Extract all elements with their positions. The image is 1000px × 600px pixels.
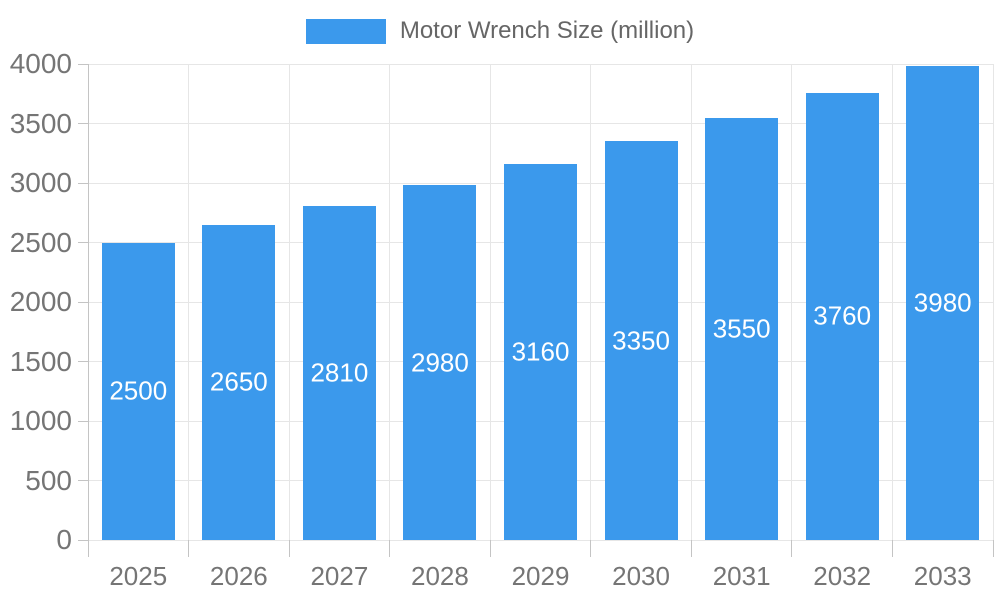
x-axis-label: 2030 — [612, 561, 670, 591]
x-axis-tick — [992, 540, 994, 557]
y-axis-label: 4000 — [9, 48, 72, 79]
v-gridline — [690, 64, 692, 540]
x-axis-label: 2025 — [109, 561, 168, 591]
y-axis-line — [87, 64, 89, 540]
y-axis-tick — [78, 480, 88, 481]
y-axis-tick — [78, 301, 88, 303]
y-axis-label: 1500 — [9, 345, 72, 377]
x-axis-label: 2031 — [712, 561, 771, 591]
bar-value-label: 3160 — [511, 336, 570, 367]
bar-value-label: 2810 — [310, 357, 369, 388]
bar-2027[interactable] — [302, 205, 376, 540]
bar-2030[interactable] — [604, 141, 678, 540]
v-gridline — [590, 64, 592, 540]
bar-2033[interactable] — [906, 66, 980, 540]
bar-2028[interactable] — [403, 185, 477, 540]
x-axis-label: 2026 — [209, 561, 268, 591]
y-axis-label: 2000 — [9, 286, 72, 317]
bar-2029[interactable] — [504, 163, 577, 540]
bar-value-label: 3350 — [612, 325, 670, 356]
x-axis-tick — [188, 540, 190, 557]
bar-2026[interactable] — [202, 224, 276, 540]
v-gridline — [389, 64, 391, 540]
y-axis-tick — [78, 361, 88, 362]
bar-value-label: 2500 — [109, 375, 168, 406]
bar-value-label: 3760 — [813, 300, 872, 331]
v-gridline — [891, 64, 893, 540]
y-axis-tick — [78, 123, 88, 124]
x-axis-tick — [288, 540, 290, 557]
y-axis-tick — [78, 539, 88, 541]
v-gridline — [188, 64, 190, 540]
y-axis-tick — [78, 63, 88, 65]
v-gridline — [288, 64, 290, 540]
y-axis-tick — [78, 420, 88, 422]
bar-value-label: 2980 — [411, 347, 469, 378]
y-axis-label: 2500 — [9, 226, 72, 258]
x-axis-label: 2032 — [813, 561, 872, 591]
y-axis-label: 1000 — [9, 405, 72, 436]
y-axis-tick — [78, 182, 88, 184]
legend-label: Motor Wrench Size (million) — [399, 17, 695, 44]
x-axis-label: 2029 — [511, 561, 570, 591]
y-axis-tick — [78, 242, 88, 243]
y-axis-label: 0 — [56, 524, 72, 555]
h-gridline — [88, 539, 993, 541]
x-axis-tick — [690, 540, 692, 557]
y-axis-label: 3500 — [9, 107, 72, 139]
v-gridline — [992, 64, 994, 540]
x-axis-tick — [489, 540, 491, 557]
x-axis-tick — [891, 540, 893, 557]
x-axis-tick — [791, 540, 793, 557]
x-axis-label: 2028 — [411, 561, 469, 591]
v-gridline — [791, 64, 793, 540]
bar-2031[interactable] — [705, 117, 779, 540]
y-axis-label: 3000 — [9, 167, 72, 198]
x-axis-label: 2033 — [913, 561, 972, 591]
y-axis-label: 500 — [25, 464, 72, 496]
bar-value-label: 3980 — [913, 287, 972, 318]
x-axis-tick — [87, 540, 89, 557]
chart-legend[interactable]: Motor Wrench Size (million) — [0, 16, 1000, 46]
bar-2025[interactable] — [101, 242, 175, 540]
h-gridline — [88, 123, 993, 124]
bar-2032[interactable] — [805, 92, 879, 540]
x-axis-tick — [389, 540, 391, 557]
x-axis-label: 2027 — [310, 561, 369, 591]
h-gridline — [88, 63, 993, 65]
legend-swatch-icon — [305, 18, 386, 44]
x-axis-tick — [590, 540, 592, 557]
bar-value-label: 2650 — [209, 366, 268, 397]
plot-area: 0 500 1000 1500 2000 2500 3000 3500 4000 2500 2025… — [10, 48, 994, 591]
bar-value-label: 3550 — [712, 313, 771, 344]
v-gridline — [489, 64, 491, 540]
